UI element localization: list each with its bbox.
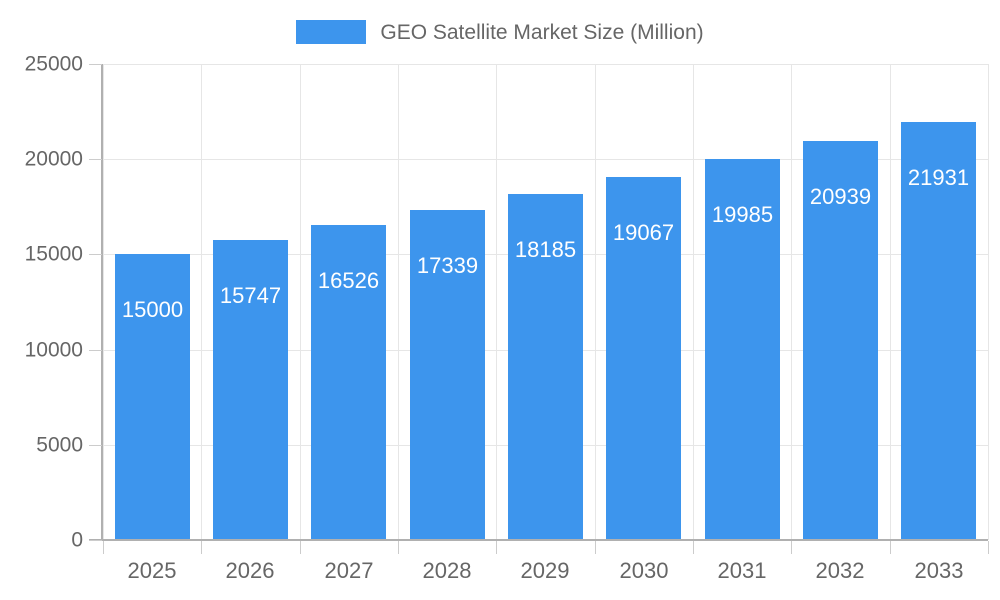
legend-entry-geo-satellite-market-size[interactable]: GEO Satellite Market Size (Million) xyxy=(296,20,704,44)
gridline-vertical xyxy=(595,64,596,540)
bar[interactable] xyxy=(508,194,583,540)
gridline-horizontal xyxy=(103,64,988,65)
y-axis-tick-label: 20000 xyxy=(24,147,83,171)
y-axis-tick-mark xyxy=(89,159,102,160)
bar[interactable] xyxy=(803,141,878,540)
x-axis-tick-label: 2032 xyxy=(815,558,865,583)
x-axis-tick-label: 2029 xyxy=(520,558,570,583)
bar-value-label: 18185 xyxy=(514,237,577,262)
gridline-vertical xyxy=(988,64,989,540)
x-axis-tick-label: 2033 xyxy=(914,558,964,583)
legend-swatch-icon xyxy=(296,20,367,44)
bar-value-label: 19985 xyxy=(711,202,774,227)
bar[interactable] xyxy=(311,225,386,540)
y-axis-tick-label: 5000 xyxy=(36,433,83,457)
gridline-vertical xyxy=(693,64,694,540)
y-axis-tick-mark xyxy=(89,254,102,255)
bar[interactable] xyxy=(705,159,780,540)
x-axis-tick-mark xyxy=(890,541,891,554)
x-axis-tick-mark xyxy=(496,541,497,554)
bar[interactable] xyxy=(410,210,485,540)
y-axis-tick-mark xyxy=(89,350,102,351)
y-axis-tick-label: 0 xyxy=(71,528,83,552)
x-axis-tick-label: 2026 xyxy=(225,558,275,583)
bar[interactable] xyxy=(115,254,190,540)
x-axis-line xyxy=(89,539,988,541)
y-axis-tick-label: 10000 xyxy=(24,338,83,362)
bar-value-label: 15747 xyxy=(219,283,282,308)
x-axis-tick-label: 2025 xyxy=(127,558,177,583)
plot-area: 15000 15747 16526 17339 18185 19067 19985 20939… xyxy=(103,64,989,541)
bar[interactable] xyxy=(901,122,976,540)
x-axis-tick-mark xyxy=(398,541,399,554)
gridline-vertical xyxy=(103,64,104,540)
bar[interactable] xyxy=(606,177,681,540)
x-axis-tick-mark xyxy=(595,541,596,554)
gridline-horizontal xyxy=(103,159,988,160)
bar-value-label: 17339 xyxy=(416,253,479,278)
y-axis-tick-mark xyxy=(89,64,102,65)
bar-value-label: 16526 xyxy=(317,268,380,293)
y-axis-line xyxy=(101,64,103,540)
gridline-vertical xyxy=(890,64,891,540)
y-axis-tick-mark xyxy=(89,445,102,446)
chart-legend: GEO Satellite Market Size (Million) xyxy=(0,0,1000,64)
x-axis-tick-mark xyxy=(791,541,792,554)
x-axis-tick-label: 2027 xyxy=(324,558,374,583)
x-axis-tick-label: 2031 xyxy=(717,558,767,583)
x-axis-tick-label: 2030 xyxy=(619,558,669,583)
gridline-vertical xyxy=(496,64,497,540)
bar[interactable] xyxy=(213,240,288,540)
bar-value-label: 19067 xyxy=(612,220,675,245)
x-axis-tick-mark xyxy=(300,541,301,554)
gridline-vertical xyxy=(791,64,792,540)
x-axis-tick-mark xyxy=(988,541,989,554)
bar-value-label: 21931 xyxy=(907,165,970,190)
bar-value-label: 20939 xyxy=(809,184,872,209)
x-axis-tick-mark xyxy=(201,541,202,554)
gridline-vertical xyxy=(398,64,399,540)
gridline-vertical xyxy=(201,64,202,540)
gridline-vertical xyxy=(300,64,301,540)
bar-value-label: 15000 xyxy=(121,297,184,322)
x-axis-tick-mark xyxy=(103,541,104,554)
y-axis-tick-label: 15000 xyxy=(24,242,83,266)
x-axis-tick-mark xyxy=(693,541,694,554)
legend-label: GEO Satellite Market Size (Million) xyxy=(380,20,704,44)
x-axis-tick-label: 2028 xyxy=(422,558,472,583)
y-axis-tick-label: 25000 xyxy=(24,52,83,76)
y-axis-tick-mark xyxy=(89,540,102,541)
